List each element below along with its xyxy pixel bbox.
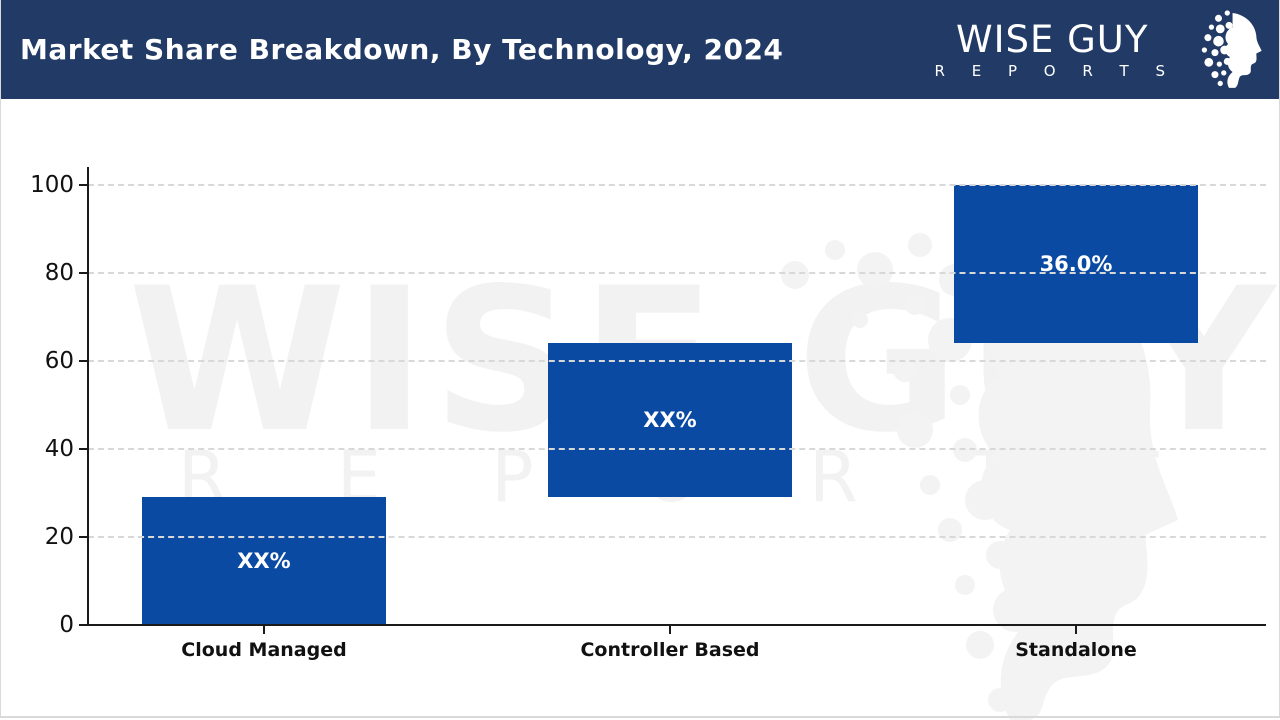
header-bar: Market Share Breakdown, By Technology, 2… (0, 0, 1280, 99)
y-tick-label: 60 (44, 348, 74, 374)
gridline-y-100 (88, 184, 1266, 186)
y-tick-label: 80 (44, 260, 74, 286)
dotted-head-profile-watermark (781, 233, 1178, 720)
page-title: Market Share Breakdown, By Technology, 2… (20, 33, 784, 66)
x-tick-label-cloud-managed: Cloud Managed (181, 639, 347, 661)
x-tick-label-standalone: Standalone (1015, 639, 1137, 661)
x-tick-label-controller-based: Controller Based (580, 639, 760, 661)
y-tick-label: 0 (59, 612, 74, 638)
brand-logo-name: WISE GUY (956, 18, 1149, 61)
y-tick-mark (79, 360, 87, 362)
y-tick-label: 100 (30, 172, 74, 198)
x-tick-mark (1075, 626, 1077, 634)
gridline-y-80 (88, 272, 1266, 274)
y-axis-line (87, 167, 89, 626)
y-tick-label: 40 (44, 436, 74, 462)
x-axis-line (88, 624, 1266, 626)
y-tick-label: 20 (44, 524, 74, 550)
x-tick-mark (669, 626, 671, 634)
y-tick-mark (79, 184, 87, 186)
gridline-y-40 (88, 448, 1266, 450)
bar-value-label: 36.0% (1039, 252, 1113, 277)
bar-standalone (954, 185, 1198, 344)
brand-logo: WISE GUY R E P O R T S (929, 4, 1266, 96)
bar-value-label: XX% (643, 408, 697, 433)
y-tick-mark (79, 624, 87, 626)
x-tick-mark (263, 626, 265, 634)
y-tick-mark (79, 272, 87, 274)
bar-cloud-managed (142, 497, 386, 625)
gridline-y-60 (88, 360, 1266, 362)
gridline-y-20 (88, 536, 1266, 538)
bar-value-label: XX% (237, 549, 291, 574)
bar-controller-based (548, 343, 792, 498)
brand-logo-subtitle: R E P O R T S (934, 62, 1176, 80)
y-tick-mark (79, 536, 87, 538)
waterfall-chart: XX% XX% 36.0% 0 20 40 60 80 100 Cloud Managed Cont… (0, 99, 1280, 720)
y-tick-mark (79, 448, 87, 450)
dotted-head-profile-icon (1201, 10, 1262, 88)
